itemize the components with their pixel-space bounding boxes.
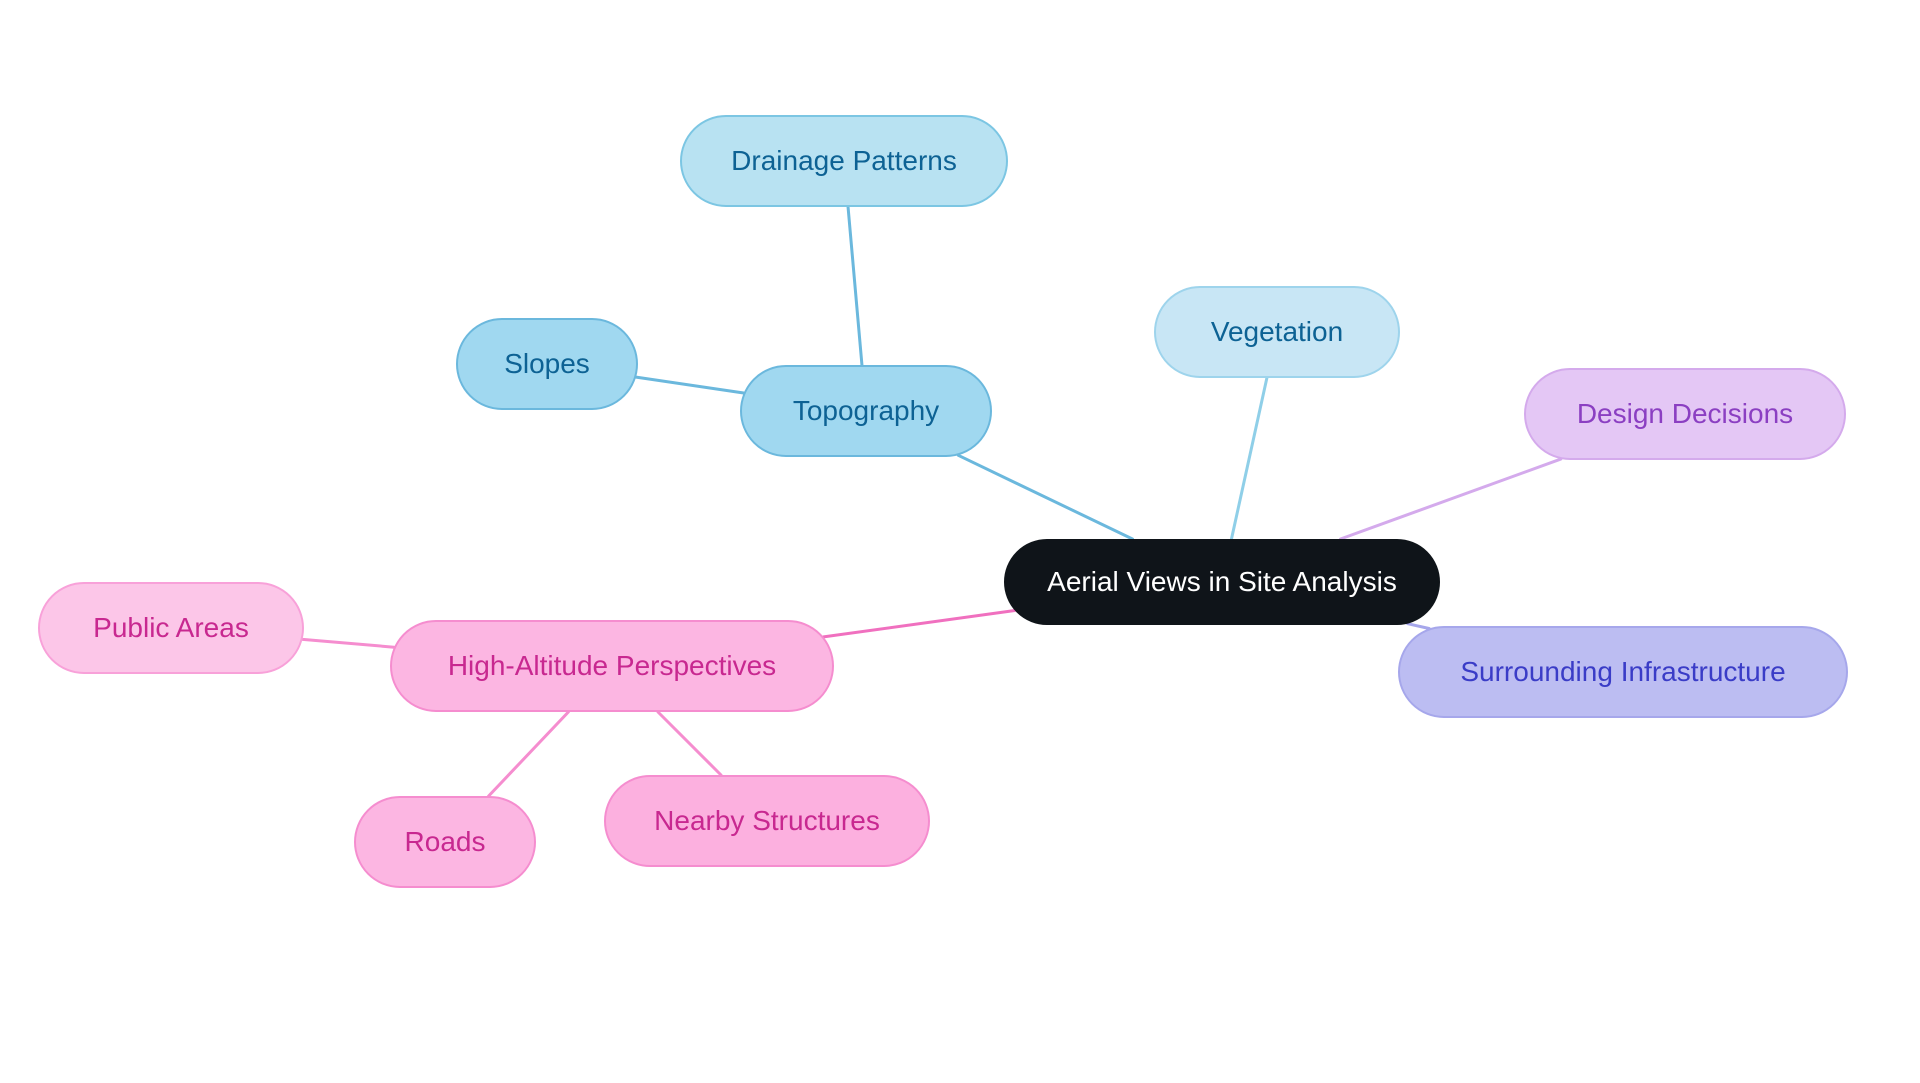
node-label: Roads [405,826,486,858]
edge-root-topography [958,455,1132,539]
edge-topography-slopes [636,377,744,393]
node-label: Surrounding Infrastructure [1460,656,1785,688]
node-label: Design Decisions [1577,398,1793,430]
edge-root-hap [824,611,1015,637]
node-roads: Roads [354,796,536,888]
edge-root-design [1341,459,1561,539]
node-label: Drainage Patterns [731,145,957,177]
node-topography: Topography [740,365,992,457]
edge-hap-nearby [658,712,721,775]
edge-topography-drainage [848,207,862,365]
edge-root-infra [1408,624,1429,629]
node-hap: High-Altitude Perspectives [390,620,834,712]
node-public: Public Areas [38,582,304,674]
node-infra: Surrounding Infrastructure [1398,626,1848,718]
node-root: Aerial Views in Site Analysis [1004,539,1440,625]
node-slopes: Slopes [456,318,638,410]
edge-root-vegetation [1231,378,1266,539]
node-vegetation: Vegetation [1154,286,1400,378]
edge-hap-public [303,639,394,647]
node-label: Topography [793,395,939,427]
node-label: Vegetation [1211,316,1343,348]
node-label: Public Areas [93,612,249,644]
node-label: High-Altitude Perspectives [448,650,776,682]
node-label: Slopes [504,348,590,380]
edge-hap-roads [489,712,569,796]
node-nearby: Nearby Structures [604,775,930,867]
node-label: Aerial Views in Site Analysis [1047,566,1397,598]
node-design: Design Decisions [1524,368,1846,460]
node-drainage: Drainage Patterns [680,115,1008,207]
node-label: Nearby Structures [654,805,880,837]
mindmap-canvas: Aerial Views in Site Analysis Topography D… [0,0,1920,1083]
